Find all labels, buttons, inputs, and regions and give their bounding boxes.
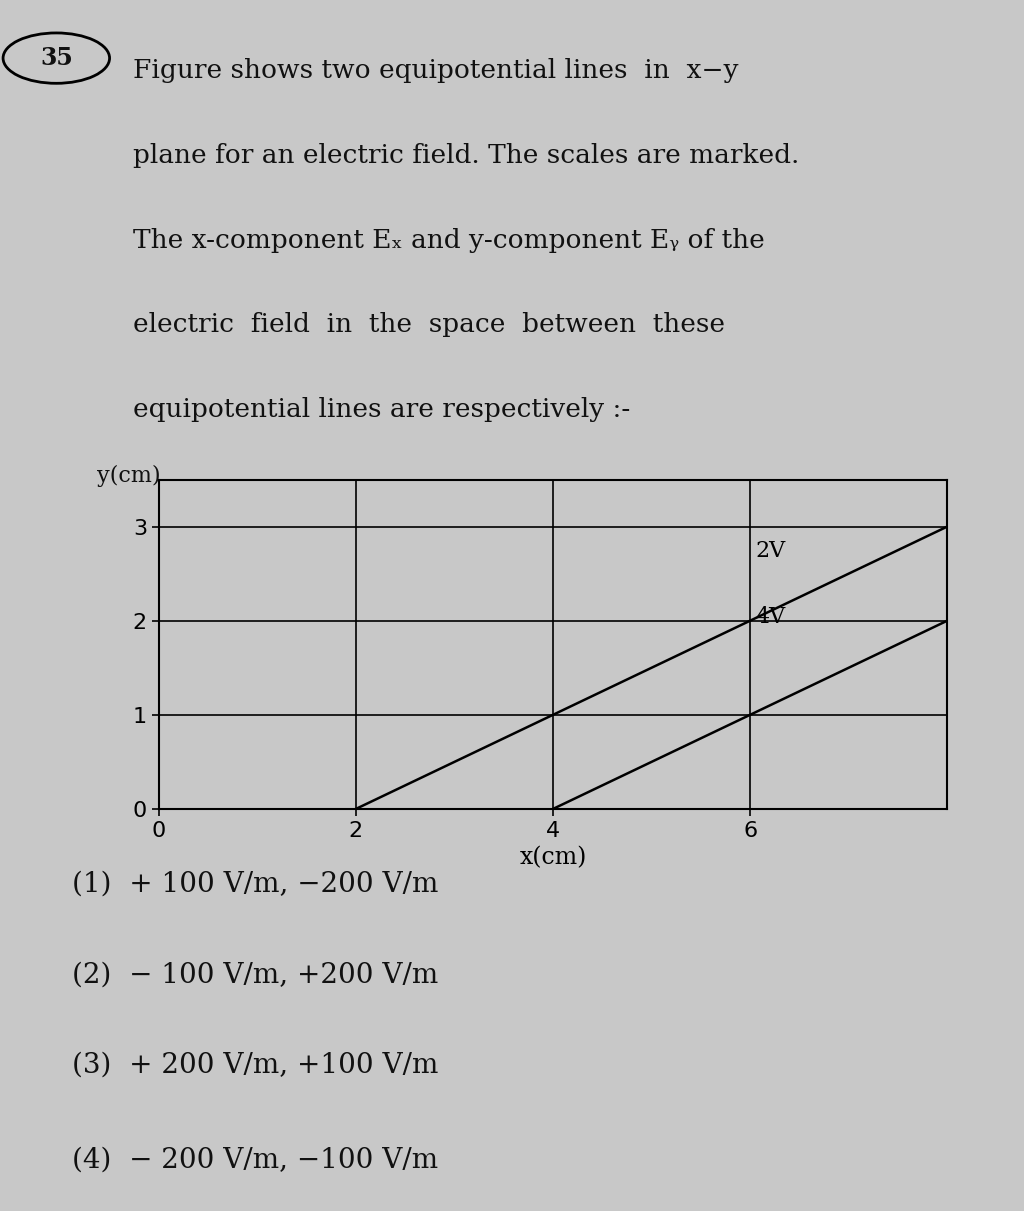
Text: 2V: 2V bbox=[755, 540, 785, 562]
Text: equipotential lines are respectively :-: equipotential lines are respectively :- bbox=[133, 397, 631, 423]
X-axis label: x(cm): x(cm) bbox=[519, 846, 587, 869]
Text: plane for an electric field. The scales are marked.: plane for an electric field. The scales … bbox=[133, 143, 800, 168]
Text: The x-component Eₓ and y-component Eᵧ of the: The x-component Eₓ and y-component Eᵧ of… bbox=[133, 228, 765, 253]
Text: y(cm): y(cm) bbox=[97, 465, 161, 487]
Text: (3)  + 200 V/m, +100 V/m: (3) + 200 V/m, +100 V/m bbox=[72, 1052, 438, 1079]
Text: 35: 35 bbox=[40, 46, 73, 70]
Text: Figure shows two equipotential lines  in  x−y: Figure shows two equipotential lines in … bbox=[133, 58, 738, 84]
Text: 4V: 4V bbox=[755, 607, 785, 629]
Text: (1)  + 100 V/m, −200 V/m: (1) + 100 V/m, −200 V/m bbox=[72, 871, 438, 897]
Text: (4)  − 200 V/m, −100 V/m: (4) − 200 V/m, −100 V/m bbox=[72, 1147, 438, 1173]
Text: electric  field  in  the  space  between  these: electric field in the space between thes… bbox=[133, 312, 725, 338]
Text: (2)  − 100 V/m, +200 V/m: (2) − 100 V/m, +200 V/m bbox=[72, 962, 438, 988]
